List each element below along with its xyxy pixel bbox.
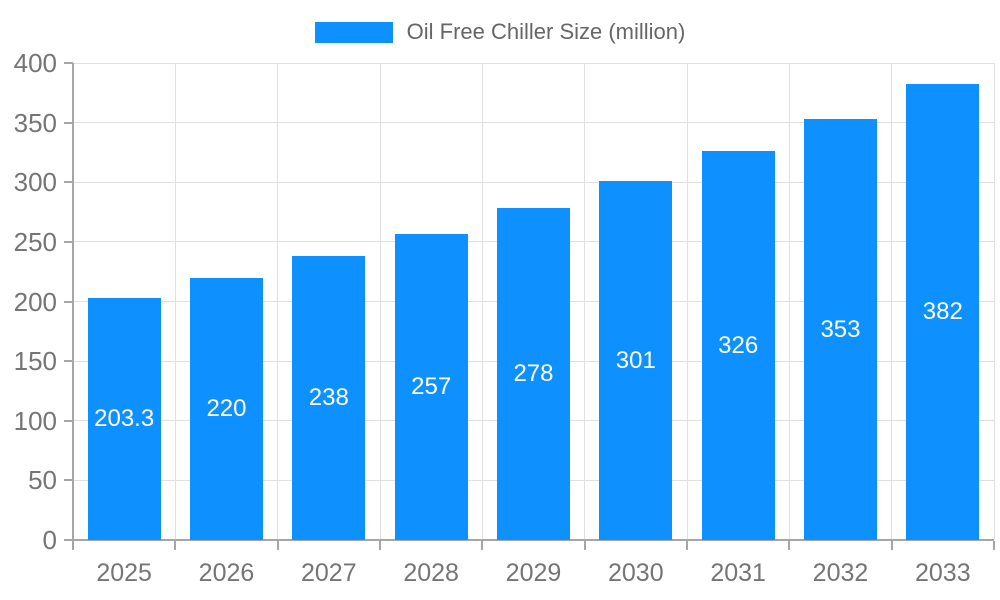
- y-axis-tick-label: 350: [13, 107, 57, 138]
- y-axis-tick: [64, 479, 73, 482]
- horizontal-gridline: [73, 62, 994, 64]
- x-axis-tick: [174, 541, 177, 550]
- y-axis-tick-label: 300: [13, 167, 57, 198]
- vertical-gridline: [891, 63, 893, 540]
- x-axis-tick: [72, 541, 74, 550]
- x-axis-tick: [276, 541, 279, 550]
- x-axis-tick-label: 2032: [812, 559, 869, 587]
- y-axis-tick: [64, 300, 73, 303]
- x-axis-tick: [686, 541, 688, 550]
- x-axis-tick-label: 2026: [198, 559, 255, 587]
- x-axis-tick: [583, 541, 586, 550]
- y-axis-tick: [64, 539, 73, 541]
- legend[interactable]: Oil Free Chiller Size (million): [0, 20, 1000, 44]
- x-axis-tick-label: 2025: [96, 559, 152, 587]
- vertical-gridline: [277, 63, 279, 540]
- x-axis-tick-label: 2031: [710, 559, 766, 587]
- y-axis-tick: [64, 419, 73, 422]
- x-axis-tick-label: 2033: [915, 559, 971, 587]
- vertical-gridline: [481, 63, 483, 540]
- vertical-gridline: [174, 63, 176, 540]
- y-axis-tick-label: 0: [42, 525, 57, 555]
- x-axis-tick-label: 2028: [403, 559, 459, 587]
- y-axis-tick: [64, 360, 73, 363]
- x-axis-tick-label: 2030: [608, 559, 664, 587]
- horizontal-gridline: [73, 181, 994, 183]
- bar-2031[interactable]: 326: [701, 151, 775, 540]
- y-axis-tick: [64, 240, 73, 243]
- y-axis-tick: [64, 181, 73, 184]
- bar-2032[interactable]: 353: [803, 119, 878, 540]
- legend-swatch: [314, 21, 393, 43]
- y-axis-tick-label: 150: [13, 346, 57, 377]
- legend-label: Oil Free Chiller Size (million): [406, 19, 686, 44]
- y-axis-tick-label: 250: [13, 226, 57, 257]
- x-axis-tick-label: 2027: [301, 559, 357, 587]
- bar-2026[interactable]: 220: [189, 277, 264, 540]
- x-axis-tick: [890, 541, 893, 550]
- bar-value-label: 220: [206, 394, 247, 422]
- bar-value-label: 238: [308, 384, 349, 412]
- horizontal-gridline: [73, 122, 994, 124]
- y-axis-tick-label: 400: [13, 48, 57, 78]
- y-axis-line: [72, 63, 74, 550]
- bar-value-label: 301: [615, 346, 656, 374]
- bar-2025[interactable]: 203.3: [87, 297, 161, 540]
- x-axis-tick: [788, 541, 791, 550]
- y-axis-tick-label: 50: [28, 465, 57, 496]
- bar-value-label: 353: [820, 315, 861, 343]
- bar-2033[interactable]: 382: [906, 84, 980, 540]
- bar-value-label: 203.3: [94, 404, 155, 432]
- vertical-gridline: [379, 63, 381, 540]
- x-axis-tick-label: 2029: [505, 559, 562, 587]
- x-axis-line: [73, 539, 994, 541]
- y-axis-tick-label: 100: [13, 405, 57, 436]
- bar-value-label: 382: [922, 298, 963, 326]
- bar-2030[interactable]: 301: [599, 181, 673, 540]
- bar-value-label: 257: [411, 372, 452, 400]
- bar-2028[interactable]: 257: [394, 233, 468, 540]
- vertical-gridline: [584, 63, 586, 540]
- y-axis-tick: [64, 121, 73, 124]
- vertical-gridline: [993, 63, 995, 540]
- x-axis-tick: [993, 541, 995, 550]
- y-axis-tick-label: 200: [13, 286, 57, 317]
- vertical-gridline: [788, 63, 790, 540]
- bar-value-label: 326: [718, 331, 759, 359]
- vertical-gridline: [686, 63, 688, 540]
- bar-2027[interactable]: 238: [292, 256, 366, 540]
- y-axis-tick: [64, 62, 73, 64]
- bar-value-label: 278: [513, 360, 554, 388]
- x-axis-tick: [379, 541, 381, 550]
- bar-2029[interactable]: 278: [496, 208, 571, 540]
- x-axis-tick: [481, 541, 484, 550]
